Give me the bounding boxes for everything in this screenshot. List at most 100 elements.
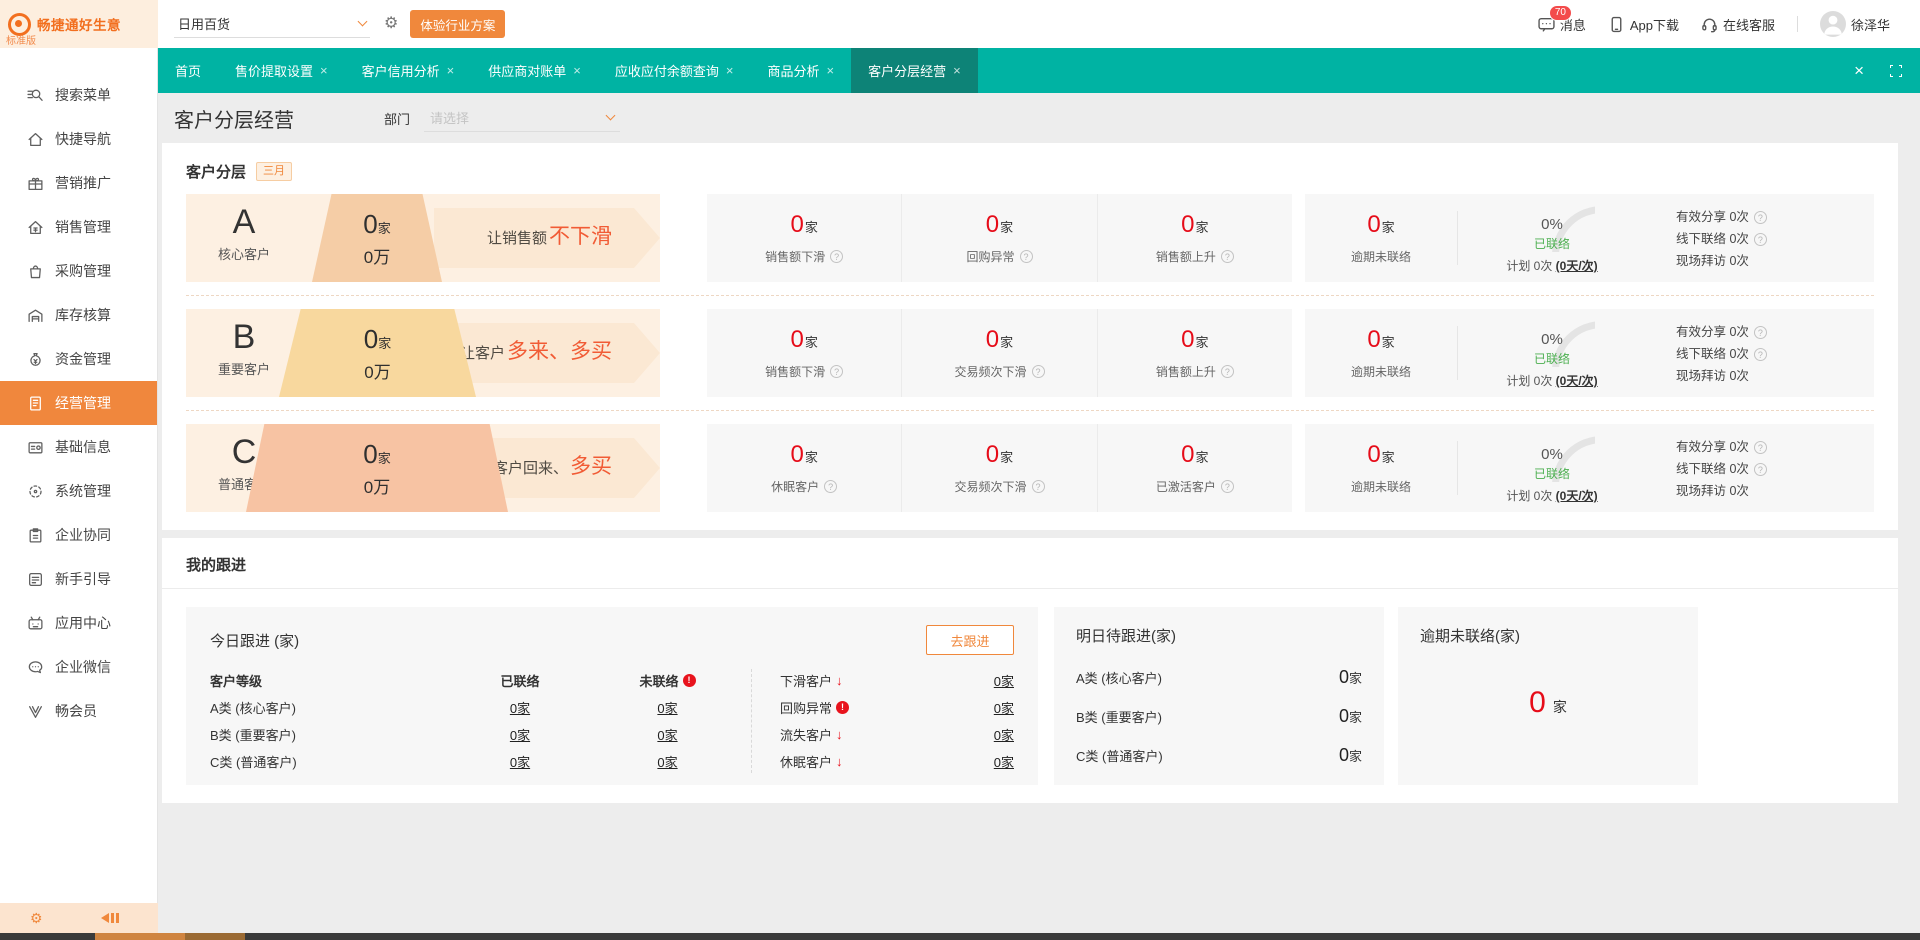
sidebar-item-新手引导[interactable]: 新手引导	[0, 557, 157, 601]
help-icon[interactable]: ?	[1031, 480, 1045, 493]
app-logo[interactable]: 畅捷通好生意 标准版	[0, 0, 158, 48]
followup-section-title: 我的跟进	[186, 557, 247, 574]
go-followup-button[interactable]: 去跟进	[926, 625, 1014, 655]
trial-plan-button[interactable]: 体验行业方案	[410, 10, 506, 38]
help-icon[interactable]: ?	[1753, 232, 1767, 246]
contact-gauge: 0% 已联络 计划 0次 (0天/次)	[1458, 424, 1646, 512]
settings-gear-icon[interactable]: ⚙	[30, 910, 43, 926]
tomorrow-row-C类 (普通客户): C类 (普通客户) 0家	[1076, 736, 1362, 775]
gear-icon[interactable]: ⚙	[384, 15, 399, 32]
help-icon[interactable]: ?	[1753, 210, 1767, 224]
plan-link[interactable]: (0天/次)	[1555, 489, 1598, 503]
alert-count-link[interactable]: 0家	[993, 728, 1014, 743]
help-icon[interactable]: ?	[1753, 347, 1767, 361]
sidebar-item-应用中心[interactable]: 应用中心	[0, 601, 157, 645]
online-service-button[interactable]: 在线客服	[1701, 15, 1775, 34]
contacted-count-link[interactable]: 0家	[509, 701, 531, 716]
sidebar-item-基础信息[interactable]: 基础信息	[0, 425, 157, 469]
bar-icon	[116, 913, 119, 923]
help-icon[interactable]: ?	[830, 250, 844, 263]
tier-funnel: 0家 0万	[279, 309, 476, 397]
close-all-tabs-icon[interactable]: ×	[1854, 61, 1864, 80]
help-icon[interactable]: ?	[1753, 440, 1767, 454]
help-icon[interactable]: ?	[830, 365, 844, 378]
overdue-unit: 家	[1381, 220, 1395, 235]
tier-banner: A 核心客户 让销售额不下滑 0家 0万	[186, 194, 660, 282]
help-icon[interactable]: ?	[1753, 325, 1767, 339]
department-select[interactable]: 请选择	[424, 104, 621, 132]
gift-icon	[27, 175, 44, 192]
gauge-status: 已联络	[1533, 237, 1570, 251]
contact-label: 现场拜访 0次	[1676, 254, 1749, 268]
tab-售价提取设置[interactable]: 售价提取设置 ×	[218, 48, 345, 93]
app-download-button[interactable]: App下载	[1608, 15, 1679, 34]
tier-amount: 0万	[363, 247, 391, 267]
help-icon[interactable]: ?	[824, 480, 838, 493]
sidebar-item-营销推广[interactable]: 营销推广	[0, 161, 157, 205]
topbar: 畅捷通好生意 标准版 日用百货 ⚙ 体验行业方案 消息 70 App下载 在线客…	[0, 0, 1920, 48]
stat-value: 0	[790, 326, 804, 353]
uncontacted-count-link[interactable]: 0家	[657, 728, 678, 743]
down-arrow-icon: ↓	[836, 727, 843, 742]
alert-count-link[interactable]: 0家	[993, 755, 1014, 770]
sidebar-item-经营管理[interactable]: 经营管理	[0, 381, 157, 425]
sidebar-item-系统管理[interactable]: 系统管理	[0, 469, 157, 513]
alert-count-link[interactable]: 0家	[993, 701, 1014, 716]
help-icon[interactable]: ?	[1220, 250, 1234, 263]
help-icon[interactable]: ?	[1031, 365, 1045, 378]
close-tab-icon[interactable]: ×	[446, 63, 455, 78]
sidebar-item-资金管理[interactable]: 资金管理	[0, 337, 157, 381]
sidebar-item-销售管理[interactable]: 销售管理	[0, 205, 157, 249]
tab-供应商对账单[interactable]: 供应商对账单 ×	[471, 48, 598, 93]
overdue-stat: 0家 逾期未联络	[1305, 441, 1457, 495]
overdue-label: 逾期未联络	[1350, 365, 1411, 379]
tier-id: B 重要客户	[196, 317, 292, 378]
tab-商品分析[interactable]: 商品分析 ×	[750, 48, 851, 93]
col-header: 客户等级	[210, 674, 263, 689]
sidebar-item-label: 库存核算	[55, 307, 111, 323]
company-select[interactable]: 日用百货	[174, 11, 370, 38]
help-icon[interactable]: ?	[1753, 462, 1767, 476]
alert-count-link[interactable]: 0家	[993, 674, 1014, 689]
help-icon[interactable]: ?	[1019, 250, 1033, 263]
tab-客户分层经营[interactable]: 客户分层经营 ×	[851, 48, 978, 93]
fullscreen-icon[interactable]	[1888, 62, 1904, 79]
sidebar-item-采购管理[interactable]: 采购管理	[0, 249, 157, 293]
sidebar-item-搜索菜单[interactable]: 搜索菜单	[0, 73, 157, 117]
sidebar-item-畅会员[interactable]: 畅会员	[0, 689, 157, 733]
contacted-count-link[interactable]: 0家	[509, 755, 531, 770]
logo-title: 畅捷通好生意	[37, 18, 121, 33]
stat-value: 0	[1181, 441, 1195, 468]
tier-rows: A 核心客户 让销售额不下滑 0家 0万 0家 销售额下滑? 0家 回购异常? 0家 销售额上升? 0…	[186, 194, 1874, 512]
uncontacted-count-link[interactable]: 0家	[657, 701, 678, 716]
stat-unit: 家	[1195, 220, 1209, 235]
contacted-count-link[interactable]: 0家	[509, 728, 531, 743]
sidebar-item-库存核算[interactable]: 库存核算	[0, 293, 157, 337]
stat-value: 0	[985, 211, 1000, 238]
plan-link[interactable]: (0天/次)	[1555, 259, 1598, 273]
close-tab-icon[interactable]: ×	[573, 63, 581, 78]
tab-首页[interactable]: 首页	[158, 48, 218, 93]
user-menu[interactable]: 徐泽华	[1819, 11, 1890, 37]
tier-name: 核心客户	[217, 247, 270, 262]
help-icon[interactable]: ?	[1220, 480, 1234, 493]
help-icon[interactable]: ?	[1220, 365, 1234, 378]
sidebar-item-企业微信[interactable]: 企业微信	[0, 645, 157, 689]
sidebar-item-快捷导航[interactable]: 快捷导航	[0, 117, 157, 161]
close-tab-icon[interactable]: ×	[320, 63, 328, 78]
plan-link[interactable]: (0天/次)	[1555, 374, 1598, 388]
tab-应收应付余额查询[interactable]: 应收应付余额查询 ×	[598, 48, 751, 93]
tab-客户信用分析[interactable]: 客户信用分析 ×	[345, 48, 472, 93]
overdue-value: 0	[1367, 326, 1381, 353]
messages-button[interactable]: 消息 70	[1538, 4, 1586, 34]
uncontacted-count-link[interactable]: 0家	[657, 755, 678, 770]
close-tab-icon[interactable]: ×	[725, 63, 734, 78]
today-followup-title: 今日跟进 (家)	[210, 632, 300, 650]
close-tab-icon[interactable]: ×	[953, 63, 961, 78]
close-tab-icon[interactable]: ×	[826, 63, 835, 78]
alert-row-下滑客户: 下滑客户 ↓ 0家	[780, 671, 1014, 690]
sidebar-item-企业协同[interactable]: 企业协同	[0, 513, 157, 557]
stat-value: 0	[1181, 326, 1195, 353]
collapse-sidebar-icon[interactable]	[100, 913, 119, 923]
online-service-label: 在线客服	[1722, 17, 1775, 33]
